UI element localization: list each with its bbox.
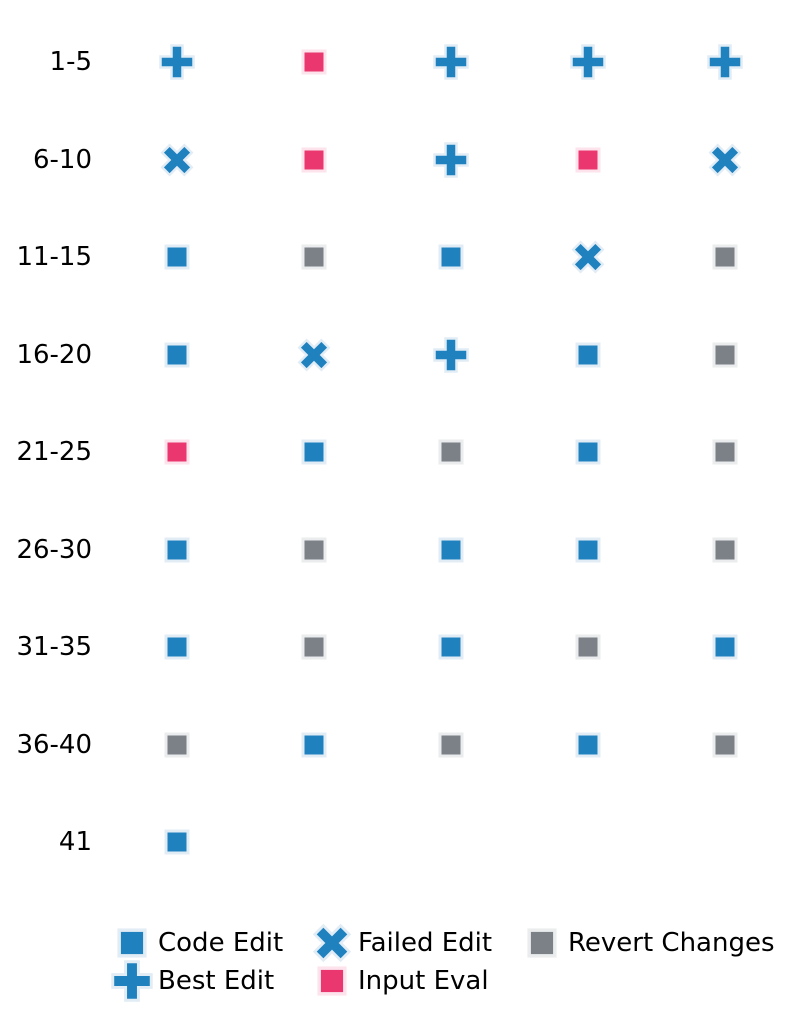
revert-changes-marker-icon bbox=[712, 244, 738, 270]
row-label: 36-40 bbox=[16, 730, 92, 760]
code-edit-marker-icon bbox=[164, 244, 190, 270]
input-eval-marker-icon bbox=[164, 439, 190, 465]
input-eval-marker-icon bbox=[575, 147, 601, 173]
revert-changes-marker-icon bbox=[301, 537, 327, 563]
code-edit-marker-icon bbox=[438, 634, 464, 660]
legend-label-code-edit: Code Edit bbox=[158, 928, 284, 958]
revert-changes-marker-icon bbox=[438, 732, 464, 758]
failed-edit-marker-icon bbox=[160, 143, 194, 177]
failed-edit-marker-icon bbox=[312, 923, 352, 963]
row-label: 31-35 bbox=[16, 632, 92, 662]
failed-edit-marker-icon bbox=[708, 143, 742, 177]
code-edit-marker-icon bbox=[438, 537, 464, 563]
code-edit-marker-icon bbox=[117, 928, 147, 958]
failed-edit-marker-icon bbox=[297, 338, 331, 372]
best-edit-marker-icon bbox=[433, 142, 469, 178]
revert-changes-marker-icon bbox=[164, 732, 190, 758]
legend-label-input-eval: Input Eval bbox=[358, 966, 489, 996]
row-label: 6-10 bbox=[32, 145, 92, 175]
row-label: 1-5 bbox=[49, 47, 92, 77]
code-edit-marker-icon bbox=[575, 537, 601, 563]
code-edit-marker-icon bbox=[301, 439, 327, 465]
code-edit-marker-icon bbox=[712, 634, 738, 660]
code-edit-marker-icon bbox=[575, 342, 601, 368]
revert-changes-marker-icon bbox=[712, 439, 738, 465]
legend-label-best-edit: Best Edit bbox=[158, 966, 275, 996]
best-edit-marker-icon bbox=[159, 44, 195, 80]
row-label: 26-30 bbox=[16, 535, 92, 565]
best-edit-marker-icon bbox=[111, 960, 153, 1002]
code-edit-marker-icon bbox=[575, 732, 601, 758]
revert-changes-marker-icon bbox=[712, 732, 738, 758]
code-edit-marker-icon bbox=[164, 537, 190, 563]
input-eval-marker-icon bbox=[301, 49, 327, 75]
row-label: 16-20 bbox=[16, 340, 92, 370]
row-label: 11-15 bbox=[16, 242, 92, 272]
row-label: 41 bbox=[58, 827, 92, 857]
legend-label-revert-changes: Revert Changes bbox=[568, 928, 775, 958]
row-label: 21-25 bbox=[16, 437, 92, 467]
best-edit-marker-icon bbox=[433, 337, 469, 373]
revert-changes-marker-icon bbox=[301, 244, 327, 270]
code-edit-marker-icon bbox=[575, 439, 601, 465]
input-eval-marker-icon bbox=[317, 966, 347, 996]
legend-label-failed-edit: Failed Edit bbox=[358, 928, 493, 958]
best-edit-marker-icon bbox=[433, 44, 469, 80]
revert-changes-marker-icon bbox=[438, 439, 464, 465]
code-edit-marker-icon bbox=[164, 634, 190, 660]
code-edit-marker-icon bbox=[438, 244, 464, 270]
revert-changes-marker-icon bbox=[712, 342, 738, 368]
revert-changes-marker-icon bbox=[712, 537, 738, 563]
revert-changes-marker-icon bbox=[301, 634, 327, 660]
best-edit-marker-icon bbox=[570, 44, 606, 80]
code-edit-marker-icon bbox=[301, 732, 327, 758]
code-edit-marker-icon bbox=[164, 342, 190, 368]
failed-edit-marker-icon bbox=[571, 240, 605, 274]
revert-changes-marker-icon bbox=[575, 634, 601, 660]
revert-changes-marker-icon bbox=[527, 928, 557, 958]
best-edit-marker-icon bbox=[707, 44, 743, 80]
code-edit-marker-icon bbox=[164, 829, 190, 855]
input-eval-marker-icon bbox=[301, 147, 327, 173]
